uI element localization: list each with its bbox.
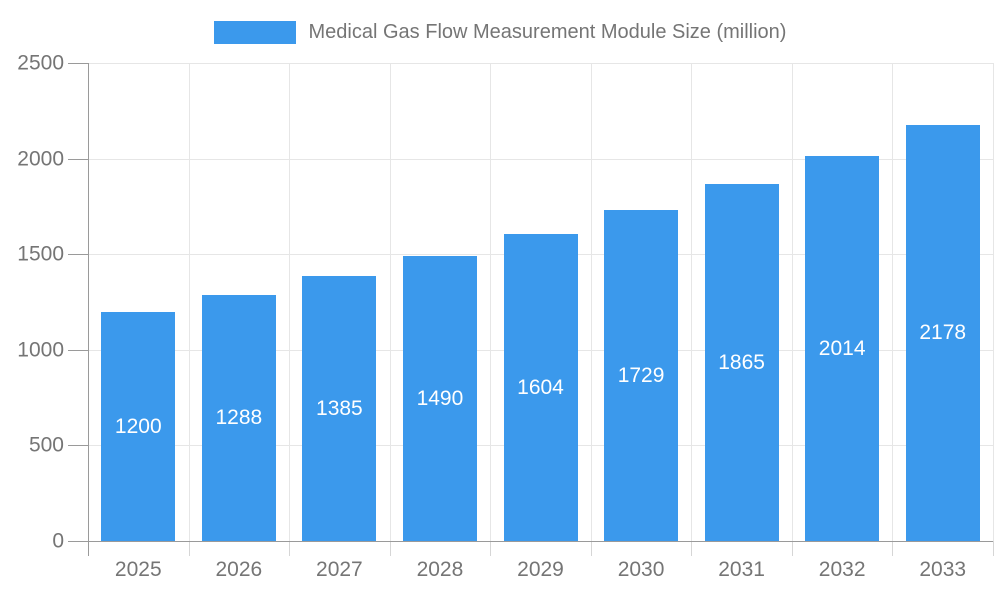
x-axis-line [88, 541, 993, 542]
bar-2027[interactable]: 1385 [302, 276, 377, 541]
x-gridline [791, 63, 793, 541]
bar-value-label: 1200 [114, 414, 162, 438]
y-axis-tick [68, 254, 88, 256]
x-gridline [490, 63, 492, 541]
bar-2028[interactable]: 1490 [402, 256, 477, 541]
y-axis-tick [68, 445, 88, 447]
bar-2031[interactable]: 1865 [704, 184, 779, 541]
x-axis-label: 2028 [416, 558, 464, 581]
x-gridline [993, 63, 994, 541]
x-gridline [892, 63, 894, 541]
x-axis-label: 2031 [718, 558, 765, 581]
bar-2029[interactable]: 1604 [503, 234, 578, 541]
x-gridline [188, 63, 190, 541]
x-gridline [389, 63, 391, 541]
y-axis-tick [68, 158, 88, 160]
bar-2026[interactable]: 1288 [201, 294, 276, 541]
y-axis-label: 1000 [17, 338, 64, 362]
bar-value-label: 1604 [517, 376, 564, 400]
x-axis-tick [993, 541, 994, 556]
y-axis-tick [68, 63, 88, 64]
x-axis-tick [490, 541, 492, 556]
x-axis-label: 2033 [919, 558, 967, 581]
bar-value-label: 1490 [416, 387, 464, 411]
x-axis-tick [289, 541, 291, 556]
legend[interactable]: Medical Gas Flow Measurement Module Size… [0, 20, 1000, 44]
x-axis-label: 2029 [517, 558, 564, 581]
bar-value-label: 1729 [617, 364, 665, 388]
x-axis-tick [389, 541, 391, 556]
y-axis-tick [68, 349, 88, 351]
bar-value-label: 1385 [316, 397, 363, 421]
x-axis-tick [188, 541, 190, 556]
legend-label: Medical Gas Flow Measurement Module Size… [308, 20, 787, 43]
x-gridline [289, 63, 291, 541]
y-axis-label: 0 [52, 529, 64, 553]
x-axis-tick [892, 541, 894, 556]
y-axis-label: 2500 [17, 51, 64, 75]
bar-value-label: 2014 [818, 336, 866, 360]
x-axis-label: 2026 [215, 558, 263, 581]
y-gridline [88, 63, 993, 64]
y-axis-label: 500 [28, 433, 64, 457]
y-axis-label: 1500 [17, 242, 64, 266]
x-axis-label: 2025 [114, 558, 162, 581]
x-axis-label: 2030 [617, 558, 665, 581]
legend-swatch [213, 20, 296, 44]
x-gridline [691, 63, 693, 541]
bar-2030[interactable]: 1729 [604, 210, 679, 541]
bar-value-label: 2178 [919, 321, 967, 345]
x-axis-tick [791, 541, 793, 556]
y-gridline [88, 158, 993, 160]
y-axis-line [88, 63, 89, 556]
x-axis-tick [590, 541, 592, 556]
x-axis-tick [691, 541, 693, 556]
bar-2033[interactable]: 2178 [905, 124, 980, 541]
bar-value-label: 1865 [718, 351, 765, 375]
x-gridline [590, 63, 592, 541]
bar-2025[interactable]: 1200 [101, 311, 176, 541]
y-axis-label: 2000 [17, 147, 64, 171]
bar-2032[interactable]: 2014 [805, 155, 880, 541]
x-axis-label: 2027 [316, 558, 363, 581]
y-axis-tick [68, 541, 88, 542]
bar-value-label: 1288 [215, 406, 263, 430]
x-axis-label: 2032 [818, 558, 866, 581]
